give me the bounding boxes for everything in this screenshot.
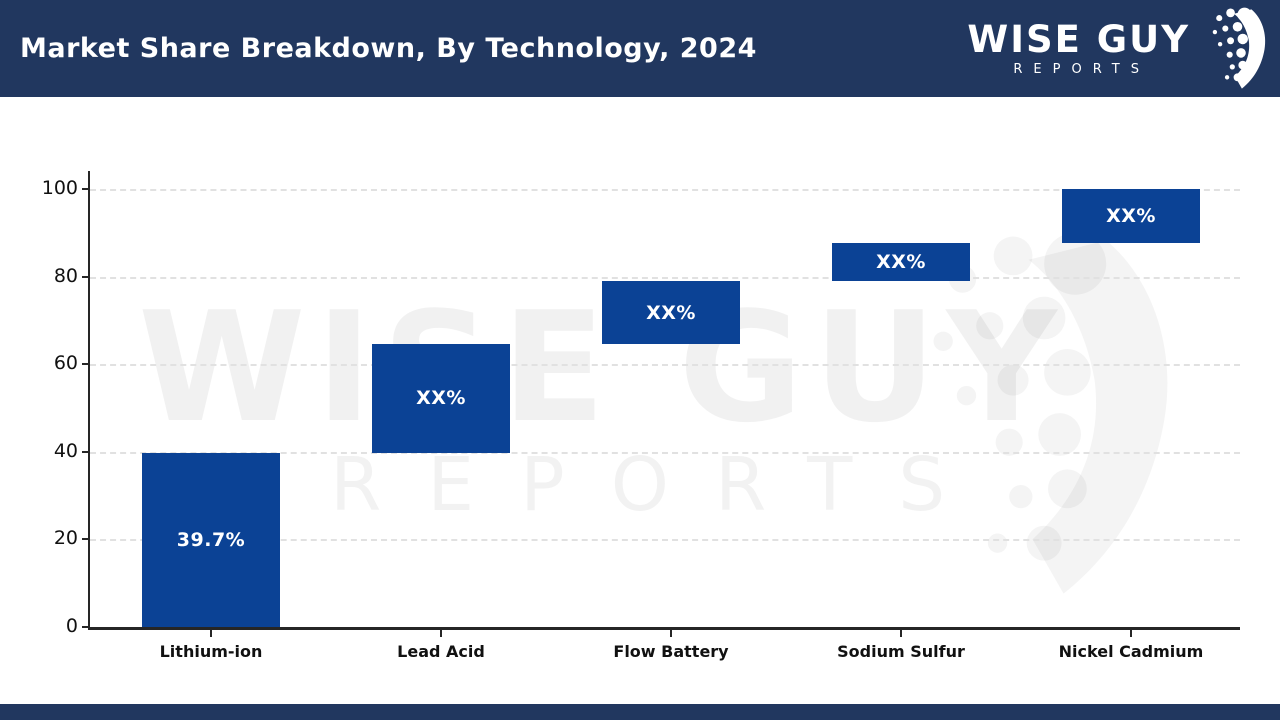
header-band: Market Share Breakdown, By Technology, 2…	[0, 0, 1280, 97]
footer-band	[0, 704, 1280, 720]
ytick-label-0: 0	[65, 615, 78, 637]
brand-logo: WISE GUY REPORTS	[967, 6, 1268, 92]
xcat-label-0: Lithium-ion	[159, 642, 263, 661]
xtick-mark-0	[210, 629, 212, 637]
bar-lead-acid[interactable]: XX%	[372, 343, 510, 454]
bar-lithium-ion[interactable]: 39.7%	[142, 453, 280, 627]
x-axis-line	[88, 627, 1240, 630]
dotted-head-icon	[1212, 7, 1266, 89]
bar-value-label: XX%	[646, 301, 696, 324]
gridline-y-20	[90, 539, 1240, 542]
ytick-mark-100	[82, 188, 90, 190]
ytick-label-80: 80	[53, 264, 78, 287]
ytick-label-100: 100	[41, 177, 78, 199]
bar-value-label: XX%	[416, 387, 466, 410]
gridline-y-40	[90, 451, 1240, 454]
xcat-label-4: Nickel Cadmium	[1058, 642, 1204, 661]
ytick-mark-60	[82, 363, 90, 366]
bar-flow-battery[interactable]: XX%	[602, 281, 740, 344]
watermark-text-sub: REPORTS	[330, 442, 992, 528]
ytick-mark-0	[82, 626, 90, 628]
ytick-mark-40	[82, 450, 90, 453]
logo-wordmark: WISE GUY REPORTS	[967, 18, 1190, 77]
xtick-mark-2	[670, 629, 672, 637]
chart-area: WISE GUY REPORTS 0 20 40 60 80 100 39.7% Lithiu…	[0, 97, 1280, 704]
xcat-label-3: Sodium Sulfur	[837, 642, 965, 661]
gridline-y-60	[90, 364, 1240, 367]
bar-value-label: XX%	[1106, 205, 1156, 228]
bar-value-label: XX%	[876, 251, 926, 274]
xtick-mark-3	[900, 629, 902, 637]
bar-value-label: 39.7%	[176, 529, 246, 552]
ytick-mark-20	[82, 538, 90, 541]
xcat-label-2: Flow Battery	[613, 642, 729, 661]
ytick-mark-80	[82, 275, 90, 278]
bar-sodium-sulfur[interactable]: XX%	[832, 243, 970, 282]
xcat-label-1: Lead Acid	[397, 642, 485, 661]
ytick-label-20: 20	[53, 527, 78, 550]
y-axis-line	[88, 171, 90, 629]
gridline-y-100	[90, 189, 1240, 191]
page-title: Market Share Breakdown, By Technology, 2…	[20, 33, 757, 64]
bar-nickel-cadmium[interactable]: XX%	[1062, 189, 1200, 244]
gridline-y-80	[90, 276, 1240, 279]
logo-wordmark-sub: REPORTS	[1013, 61, 1150, 77]
xtick-mark-4	[1130, 629, 1132, 637]
logo-wordmark-main: WISE GUY	[967, 18, 1190, 62]
ytick-label-60: 60	[53, 352, 78, 375]
xtick-mark-1	[440, 629, 442, 637]
ytick-label-40: 40	[53, 439, 78, 462]
